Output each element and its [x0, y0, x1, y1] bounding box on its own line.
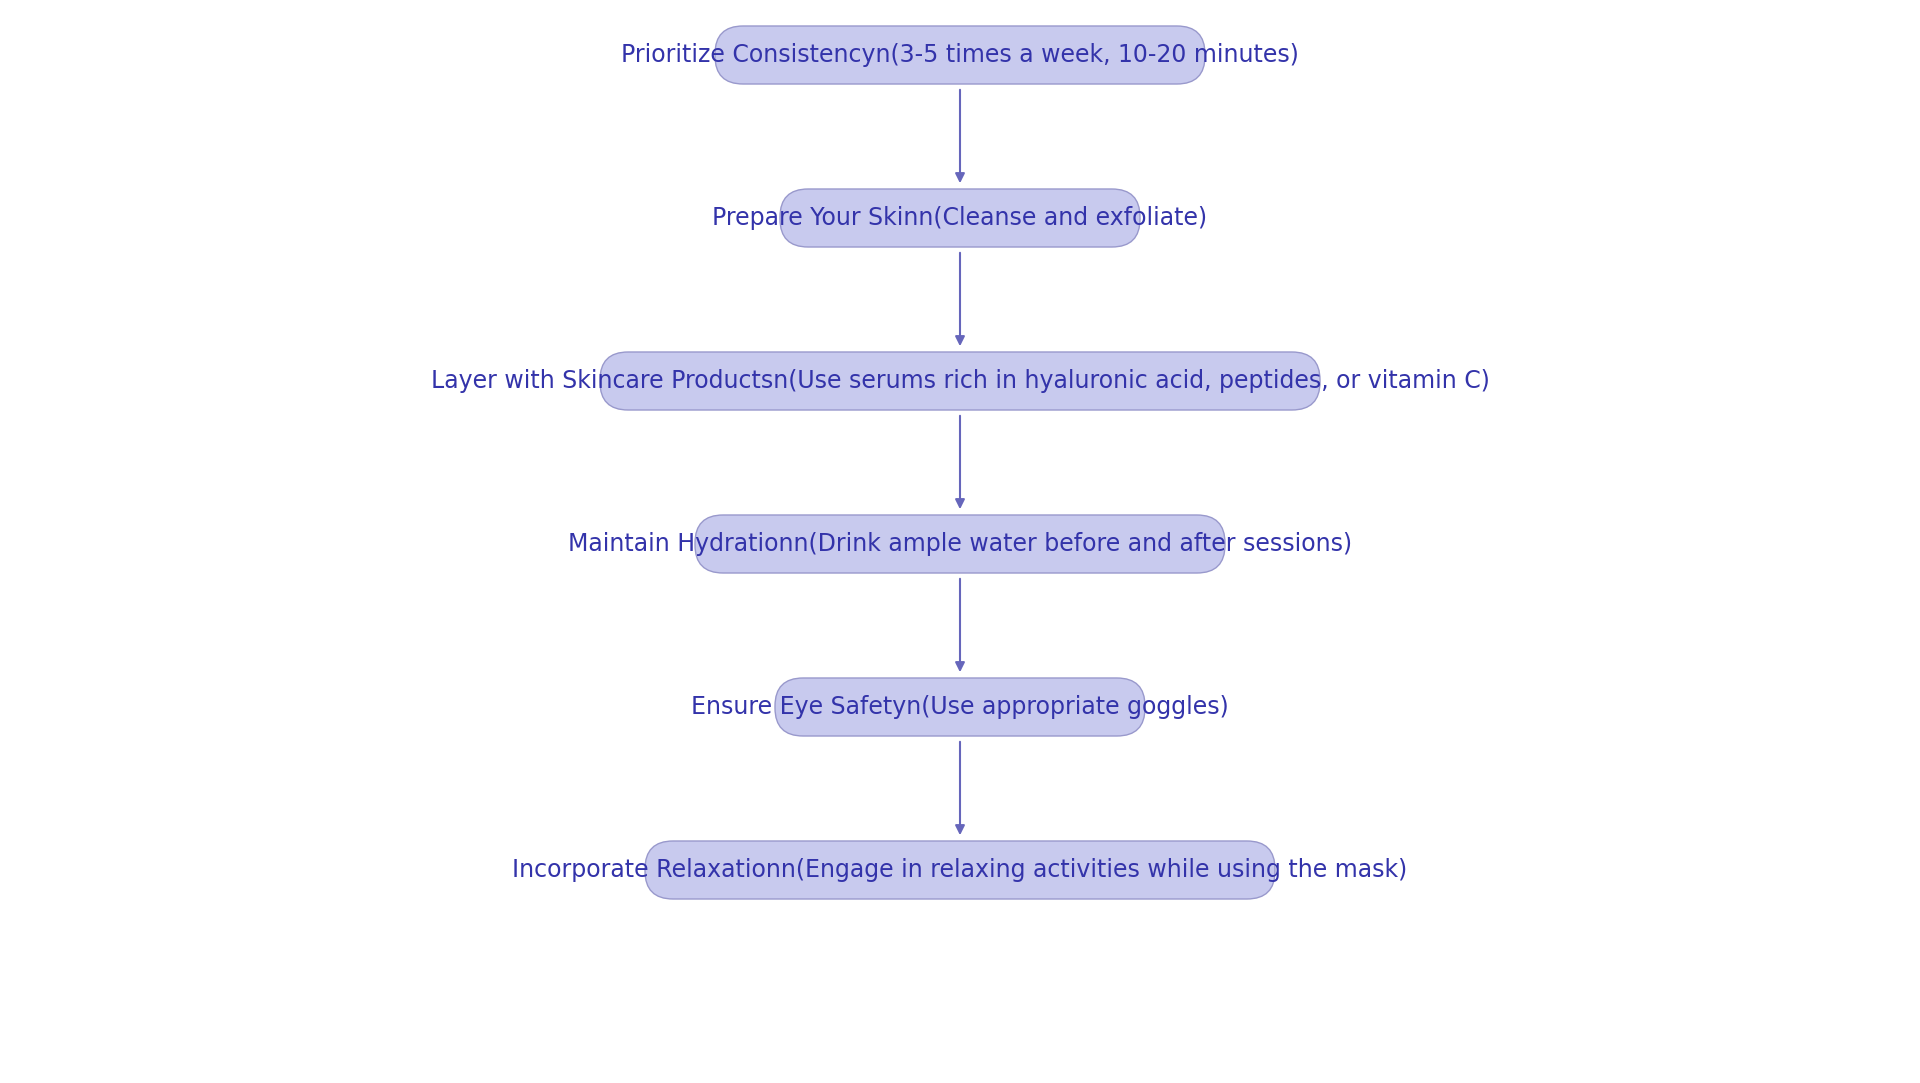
FancyBboxPatch shape	[780, 190, 1140, 247]
Text: Ensure Eye Safetyn(Use appropriate goggles): Ensure Eye Safetyn(Use appropriate goggl…	[691, 695, 1229, 719]
FancyBboxPatch shape	[599, 352, 1321, 410]
Text: Incorporate Relaxationn(Engage in relaxing activities while using the mask): Incorporate Relaxationn(Engage in relaxi…	[513, 858, 1407, 882]
Text: Prioritize Consistencyn(3-5 times a week, 10-20 minutes): Prioritize Consistencyn(3-5 times a week…	[620, 43, 1300, 67]
Text: Prepare Your Skinn(Cleanse and exfoliate): Prepare Your Skinn(Cleanse and exfoliate…	[712, 206, 1208, 230]
FancyBboxPatch shape	[645, 841, 1275, 899]
FancyBboxPatch shape	[695, 516, 1225, 573]
Text: Maintain Hydrationn(Drink ample water before and after sessions): Maintain Hydrationn(Drink ample water be…	[568, 532, 1352, 556]
FancyBboxPatch shape	[776, 678, 1144, 736]
FancyBboxPatch shape	[714, 26, 1206, 84]
Text: Layer with Skincare Productsn(Use serums rich in hyaluronic acid, peptides, or v: Layer with Skincare Productsn(Use serums…	[430, 369, 1490, 393]
